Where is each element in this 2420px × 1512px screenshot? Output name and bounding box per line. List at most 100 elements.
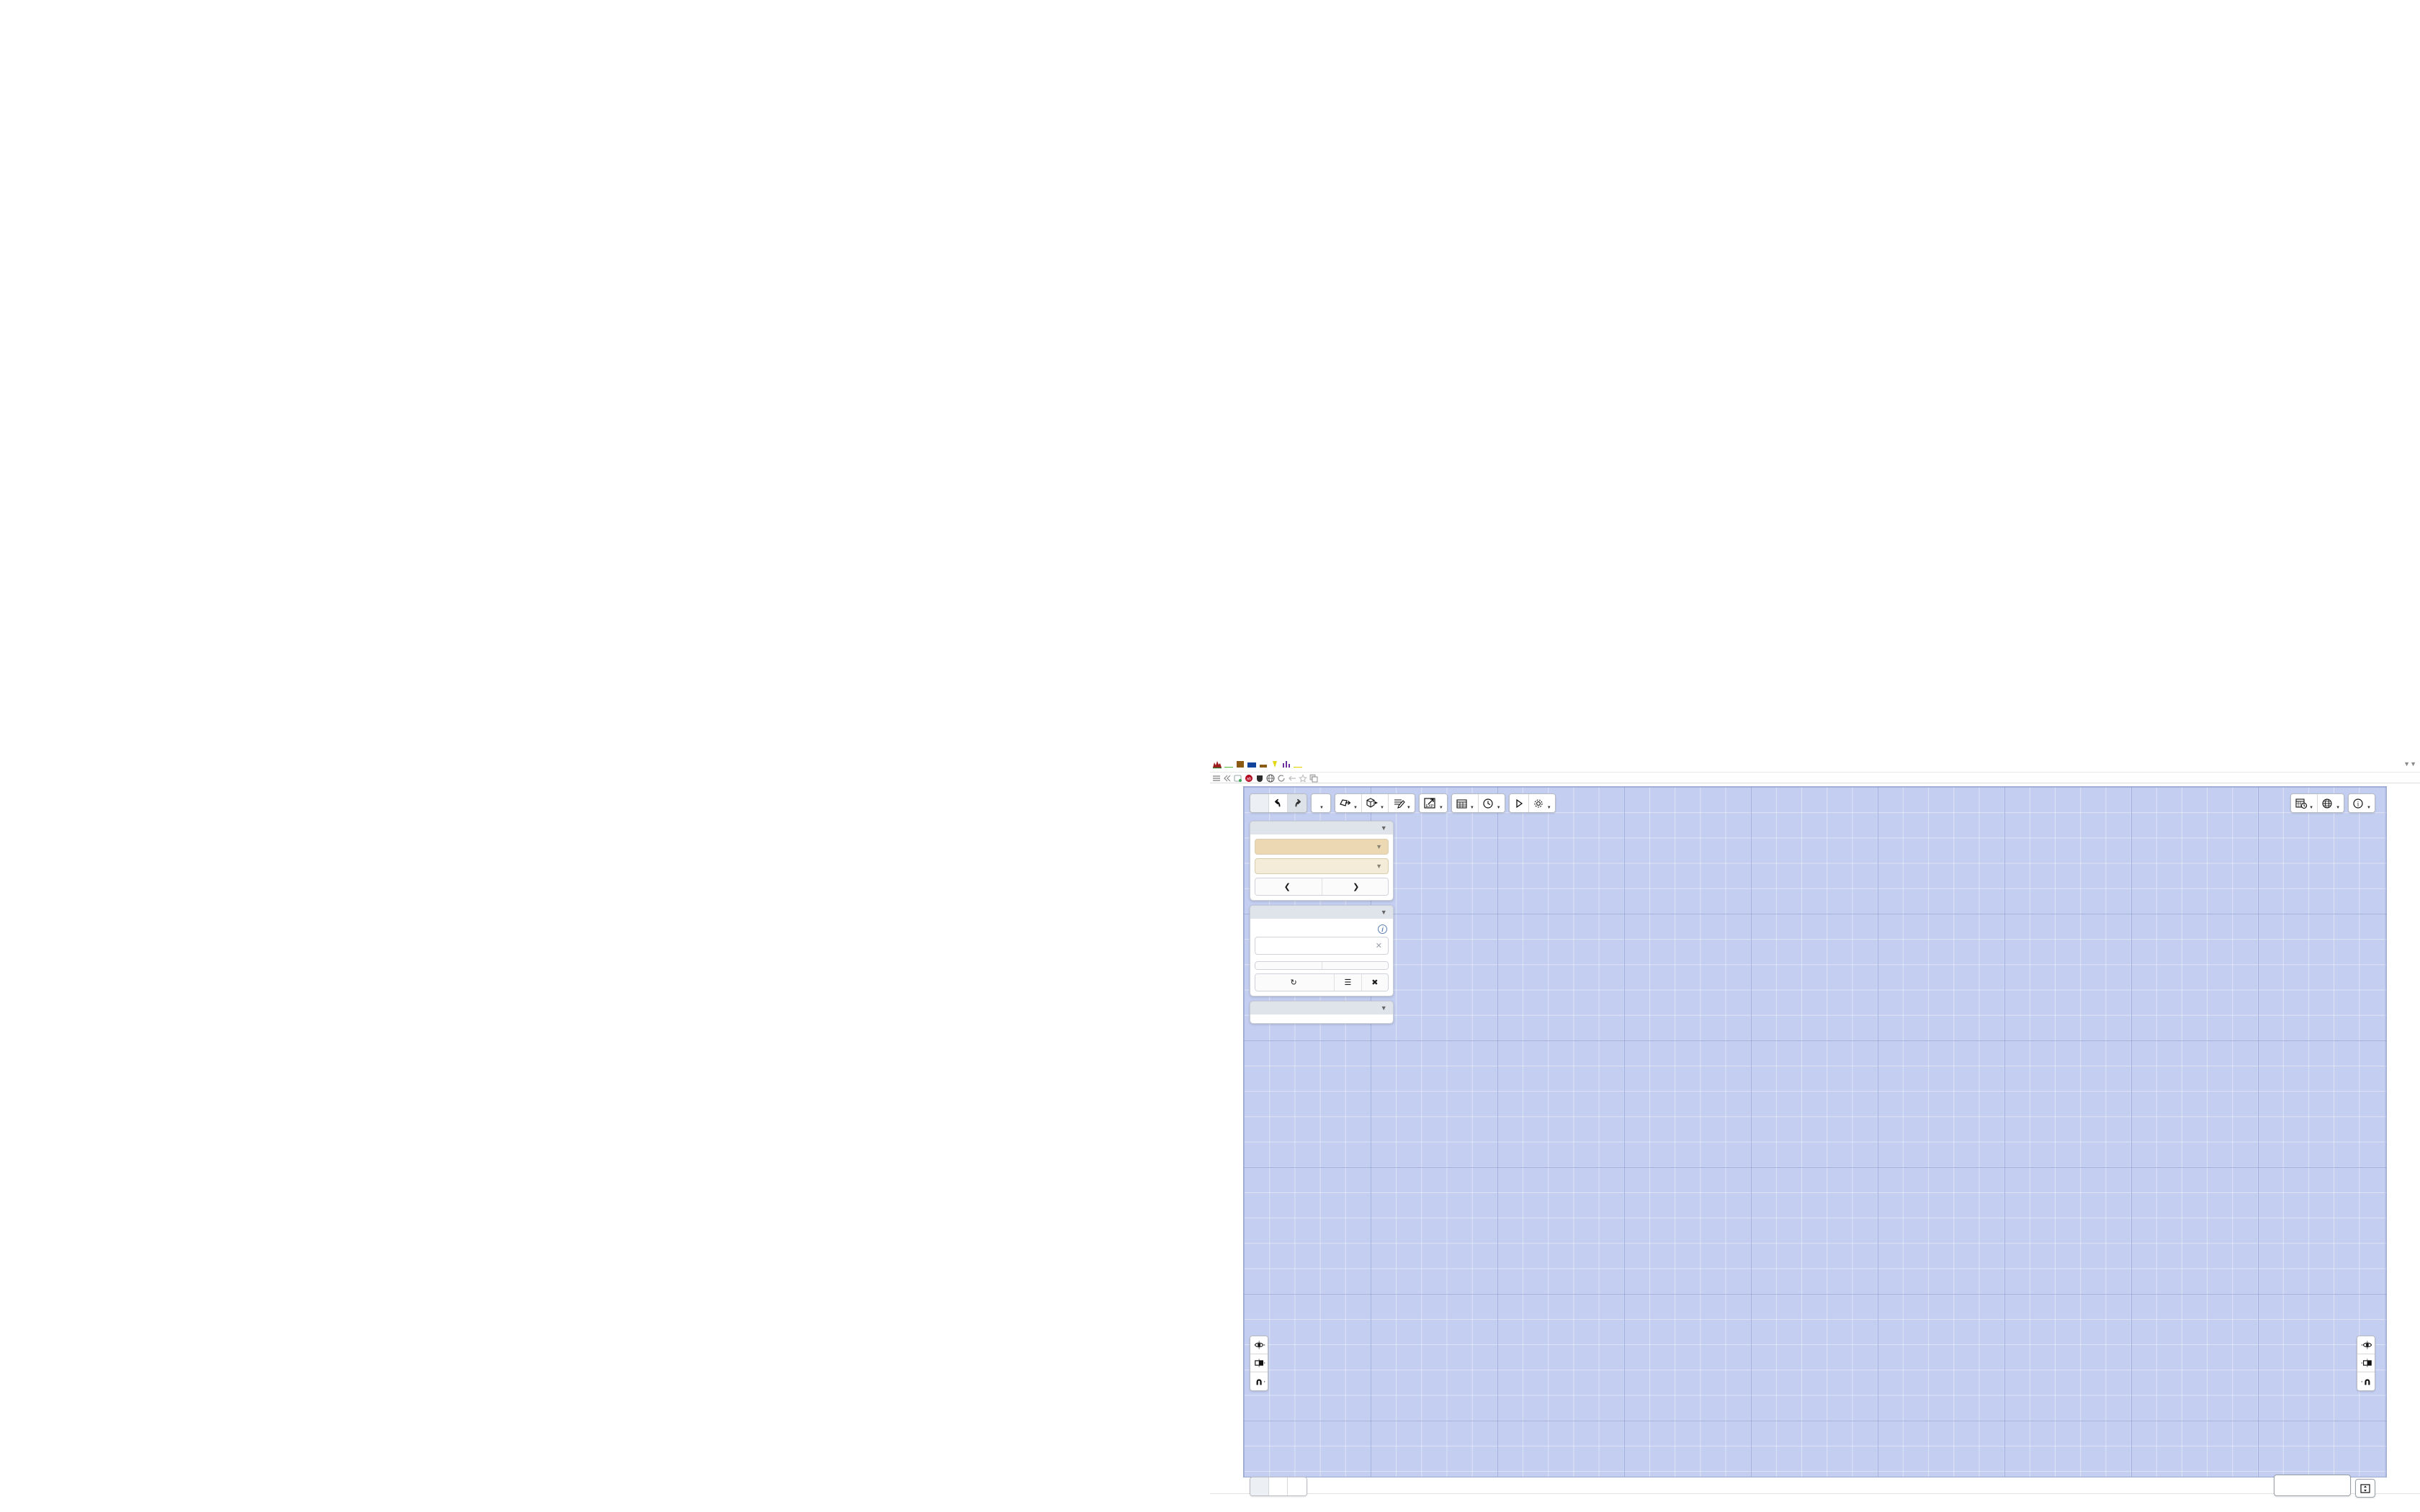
operator-stack-header[interactable]: ▼ [1250,1002,1393,1014]
left-tool-stack[interactable] [1250,1336,1268,1391]
globe-tool-icon[interactable]: ▼ [2318,794,2344,812]
shape-group[interactable]: ▼ ▼ ▼ [1335,793,1415,813]
dims-toggle[interactable] [1288,1477,1307,1495]
chevrons-left-icon[interactable] [1223,774,1232,783]
reload-icon[interactable] [1277,774,1286,783]
edit-tool-icon[interactable]: ▼ [1388,794,1415,812]
mesh-buttons[interactable] [1255,961,1389,970]
bookmark-icon-4[interactable] [1247,760,1257,769]
eye-icon[interactable] [2357,1336,2375,1354]
clock-tool-icon[interactable]: ▼ [1478,794,1505,812]
list-icon[interactable]: ☰ [1335,974,1362,991]
magnet-icon[interactable] [1250,1372,1268,1390]
operations-header[interactable]: ▼ [1250,906,1393,919]
redo-button[interactable] [1288,794,1307,812]
contrast-icon[interactable] [1250,1354,1268,1372]
chevron-down-icon[interactable]: ▼ [1380,909,1387,916]
next-button[interactable]: ❯ [1322,878,1388,895]
globe-icon[interactable] [1266,774,1275,783]
brand-group [1250,793,1307,813]
smooth-button[interactable] [1322,962,1388,969]
operations-section[interactable]: ▼ i ✕ [1250,905,1394,996]
magnet-icon[interactable] [2357,1372,2375,1390]
schedule-tool-icon[interactable]: ▼ [2291,794,2318,812]
fit-to-view-button[interactable] [2355,1479,2375,1498]
star-icon[interactable] [1299,773,1307,783]
base-shape-select[interactable]: ▼ [1255,858,1389,874]
operator-list[interactable] [1250,1014,1393,1023]
chevron-down-icon[interactable]: ▼ [1376,863,1382,870]
adblock-icon[interactable]: ab [1245,774,1253,783]
svg-text:EXP: EXP [1425,804,1433,809]
table-tool-icon[interactable]: ▼ [1451,794,1479,812]
stats-row-2 [2280,1485,2345,1494]
base-nav-buttons[interactable]: ❮ ❯ [1255,878,1389,896]
examples-group[interactable]: ▼ [1311,793,1331,813]
base-polyhedron-header[interactable]: ▼ [1250,822,1393,834]
bookmark-icon-5[interactable] [1258,760,1268,769]
show-all-select[interactable]: ▼ [1255,839,1389,855]
chevron-down-icon[interactable]: ▼ [1380,1004,1387,1012]
notation-label-row: i [1255,923,1389,937]
shape-tool-icon[interactable]: ▼ [1335,794,1362,812]
bookmark-icon-7[interactable] [1281,760,1291,769]
chevron-down-icon[interactable]: ▼ [1380,824,1387,832]
clear-icon[interactable]: ✕ [1375,942,1382,950]
svg-text:ab: ab [1247,777,1252,781]
stats-row-1 [2280,1477,2345,1485]
extension-icon[interactable] [1234,774,1242,783]
solid-tool-icon[interactable]: ▼ [1361,794,1389,812]
data-group[interactable]: ▼ ▼ [1451,793,1505,813]
brand-label [1250,794,1269,812]
play-button[interactable] [1509,794,1529,812]
operator-stack-section[interactable]: ▼ [1250,1001,1394,1024]
base-polyhedron-section[interactable]: ▼ ▼ ▼ ❮ ❯ [1250,821,1394,901]
bookmark-icon-6[interactable] [1270,760,1280,769]
mesh-stats [2273,1475,2351,1496]
bookmark-icon-3[interactable] [1235,760,1245,769]
right-group-a[interactable]: ▼ ▼ [2290,793,2345,813]
polyhedron-model[interactable] [1244,787,2386,1477]
axis-toggle[interactable] [1269,1477,1288,1495]
bookmark-icon-8[interactable] [1293,760,1303,769]
3d-viewport[interactable] [1243,786,2387,1477]
rebuild-row[interactable]: ↻ ☰ ✖ [1255,973,1389,991]
play-group[interactable]: ▼ [1508,793,1556,813]
shield-icon[interactable] [1255,774,1264,783]
control-panel[interactable]: ▼ ▼ ▼ ❮ ❯ [1250,821,1394,1028]
info-button[interactable]: i ▼ [2349,794,2375,812]
os-taskbar[interactable] [1210,1493,2420,1512]
translate-icon[interactable] [1309,774,1318,783]
last-button[interactable]: ❮ [1255,878,1322,895]
notation-input[interactable]: ✕ [1255,937,1389,955]
undo-button[interactable] [1269,794,1288,812]
show-toggle-bar[interactable] [1250,1477,1307,1496]
show-label [1250,1477,1269,1495]
examples-button[interactable]: ▼ [1312,794,1330,812]
export-button[interactable]: EXP ▼ [1419,794,1447,812]
chevron-down-icon[interactable]: ▼ [1376,843,1382,850]
right-tool-stack[interactable] [2357,1336,2375,1391]
poly3d-app-window[interactable]: ▼▼ ab [1210,756,2420,1512]
triangulate-button[interactable] [1255,962,1322,969]
export-group[interactable]: EXP ▼ [1418,793,1448,813]
operations-hint [1255,955,1389,961]
settings-button[interactable]: ▼ [1528,794,1555,812]
toolbar-right[interactable]: ▼ ▼ i ▼ [2290,793,2375,813]
bookmarks-bar[interactable]: ▼▼ [1210,756,2420,773]
chevron-down-icon[interactable]: ▼▼ [2403,760,2416,768]
bookmark-icon-2[interactable] [1224,760,1234,769]
clear-icon[interactable]: ✖ [1361,974,1388,991]
back-arrow-icon[interactable] [1288,774,1296,783]
refresh-icon: ↻ [1290,978,1297,987]
contrast-icon[interactable] [2357,1354,2375,1372]
rebuild-stack-button[interactable]: ↻ [1255,974,1335,991]
bookmark-icon-1[interactable] [1212,760,1222,769]
main-toolbar[interactable]: ▼ ▼ ▼ ▼ EXP ▼ ▼ ▼ [1250,793,1556,813]
eye-icon[interactable] [1250,1336,1268,1354]
menu-icon[interactable] [1212,774,1221,783]
svg-text:i: i [2357,800,2360,807]
right-group-b[interactable]: i ▼ [2348,793,2375,813]
info-icon[interactable]: i [1378,924,1387,934]
navigation-bar[interactable]: ab [1210,773,2420,783]
